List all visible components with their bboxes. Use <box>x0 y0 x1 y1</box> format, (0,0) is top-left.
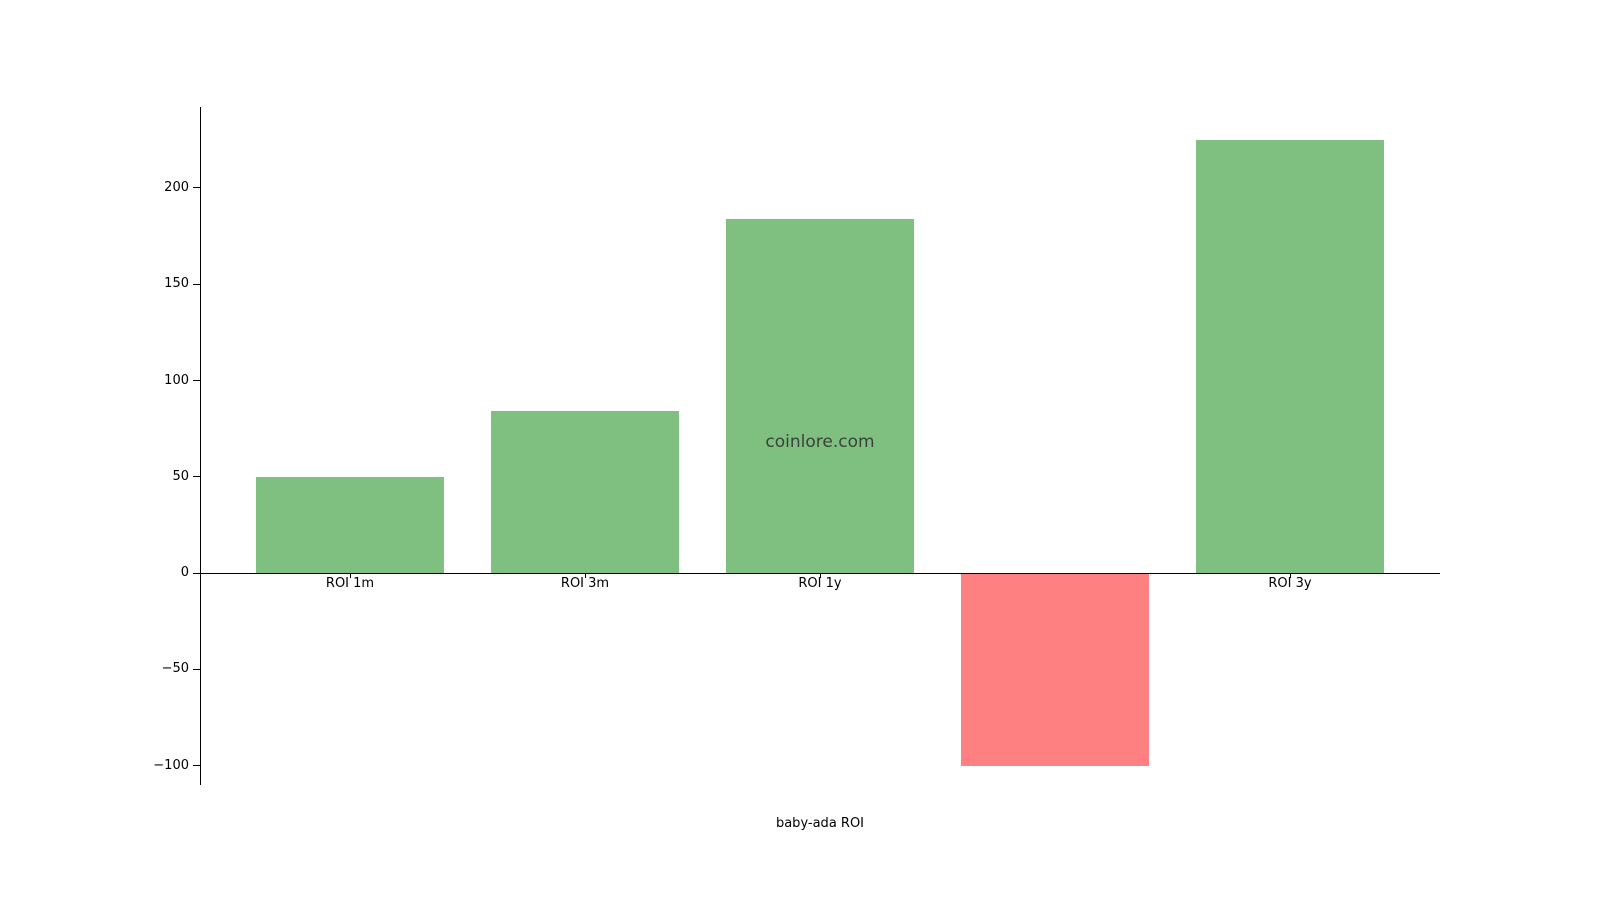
y-tick <box>193 572 200 574</box>
bar <box>1196 139 1384 574</box>
plot-area: coinlore.com 200 150 100 50 0 −50 −100 ROI 1m RO… <box>153 107 1440 785</box>
watermark-text: coinlore.com <box>765 432 875 452</box>
x-tick-label: ROI 3y <box>1268 576 1312 592</box>
x-tick <box>1289 573 1291 579</box>
y-tick <box>193 765 200 767</box>
y-tick-label: 100 <box>164 372 189 388</box>
bar <box>726 218 914 574</box>
y-tick-label: −50 <box>161 661 189 677</box>
y-tick-label: 50 <box>172 468 189 484</box>
bar <box>256 476 444 574</box>
bar <box>491 411 679 574</box>
chart-title: baby-ada ROI <box>775 816 865 831</box>
y-tick-label: 200 <box>164 179 189 195</box>
x-tick <box>819 573 821 579</box>
y-tick <box>193 283 200 285</box>
x-tick-label: ROI 3m <box>560 576 610 592</box>
x-axis-line <box>200 572 1440 574</box>
y-axis-spine <box>200 107 201 785</box>
y-tick-label: 150 <box>164 276 189 292</box>
x-tick <box>349 573 351 579</box>
y-tick-label: 0 <box>180 565 189 581</box>
x-tick-label: ROI 1m <box>325 576 375 592</box>
y-tick <box>193 187 200 189</box>
y-tick <box>193 476 200 478</box>
y-tick <box>193 380 200 381</box>
y-tick <box>193 668 200 670</box>
x-tick <box>584 573 586 579</box>
x-tick-label: ROI 1y <box>798 576 842 592</box>
bar <box>961 573 1149 766</box>
y-tick-label: −100 <box>153 757 189 773</box>
